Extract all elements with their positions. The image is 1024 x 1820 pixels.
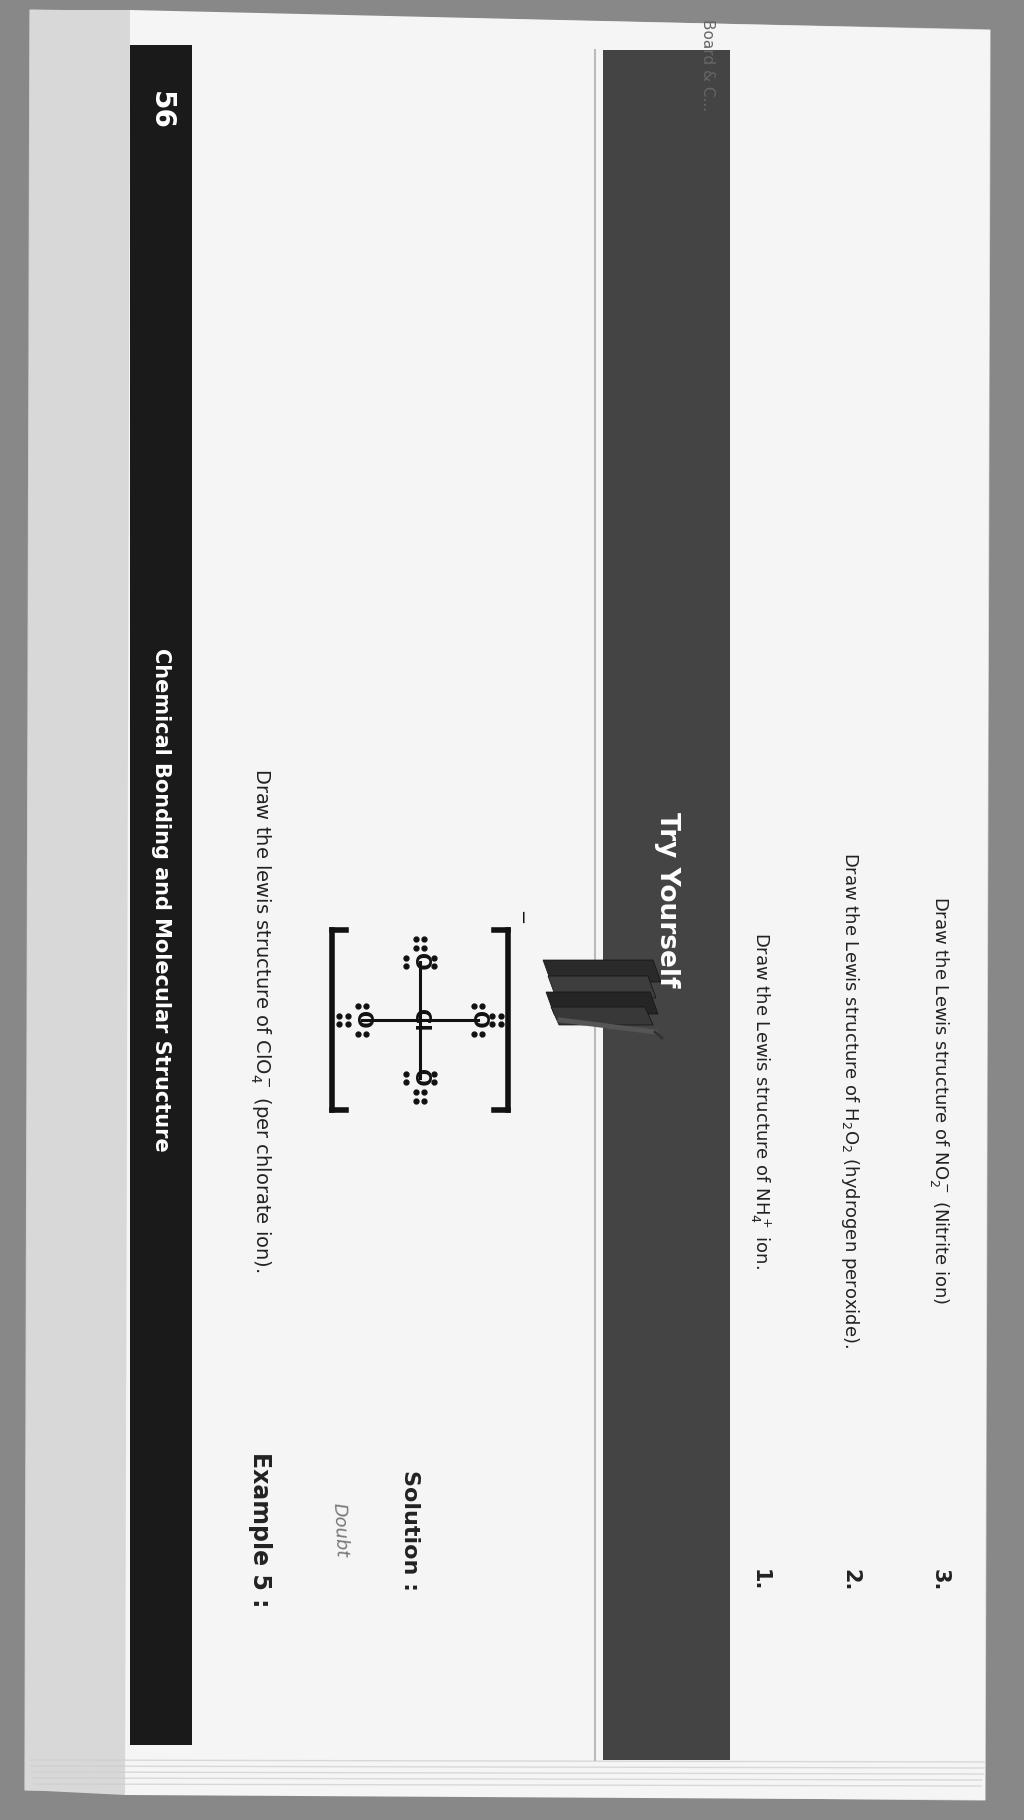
Text: Board & C...: Board & C... [700, 18, 715, 111]
Text: Draw the lewis structure of $\mathregular{ClO_4^-}$ (per chlorate ion).: Draw the lewis structure of $\mathregula… [248, 768, 272, 1272]
Text: 1.: 1. [750, 1569, 770, 1591]
Polygon shape [125, 9, 990, 1800]
Polygon shape [546, 992, 658, 1014]
Bar [603, 49, 730, 1760]
Polygon shape [543, 959, 662, 983]
Text: 3.: 3. [930, 1569, 950, 1591]
Text: Doubt: Doubt [330, 1502, 350, 1558]
Text: Draw the Lewis structure of $\mathregular{H_2O_2}$ (hydrogen peroxide).: Draw the Lewis structure of $\mathregula… [839, 852, 861, 1349]
Text: O: O [352, 1012, 372, 1028]
Bar [130, 46, 193, 1745]
Polygon shape [551, 1006, 653, 1025]
Text: Try Yourself: Try Yourself [653, 812, 680, 988]
Text: 56: 56 [147, 91, 175, 129]
Polygon shape [25, 9, 130, 1795]
Text: Draw the Lewis structure of $\mathregular{NH_4^+}$ ion.: Draw the Lewis structure of $\mathregula… [748, 932, 772, 1269]
Polygon shape [548, 976, 656, 997]
Text: −: − [511, 910, 529, 925]
Text: 2.: 2. [840, 1569, 860, 1591]
Text: O: O [468, 1012, 488, 1028]
Text: O: O [410, 1068, 430, 1087]
Text: Chemical Bonding and Molecular Structure: Chemical Bonding and Molecular Structure [151, 648, 171, 1152]
Text: Solution :: Solution : [400, 1469, 420, 1591]
Text: Draw the Lewis structure of $\mathregular{NO_2^-}$ (Nitrite ion): Draw the Lewis structure of $\mathregula… [929, 895, 951, 1303]
Text: Cl: Cl [410, 1008, 430, 1032]
Text: Example 5 :: Example 5 : [248, 1452, 272, 1607]
Polygon shape [25, 9, 990, 1800]
Text: O: O [410, 954, 430, 970]
